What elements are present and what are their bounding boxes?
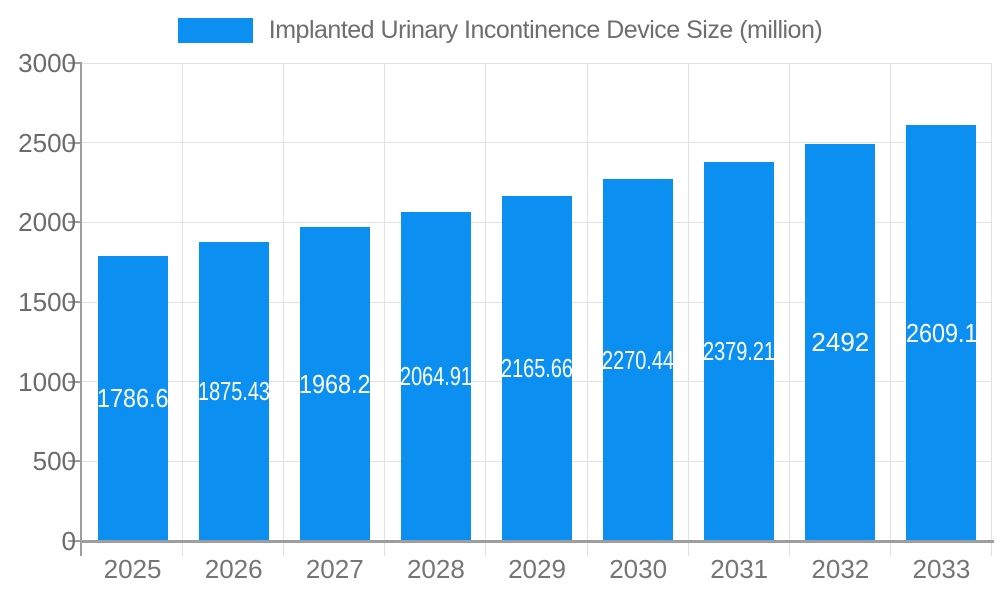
gridline-v [789,63,790,556]
bar-2033[interactable] [906,125,977,541]
x-axis-label: 2033 [912,554,971,584]
gridline-v [688,63,689,556]
legend-swatch-icon [177,18,253,43]
gridline-v [890,63,891,556]
y-axis-label: 1000 [18,366,76,397]
y-axis-label: 500 [32,446,76,477]
bar-2027[interactable] [299,227,370,541]
gridline-v [485,63,486,556]
plot-area: 1786.6 1875.43 1968.2 2064.91 2165.66 2270.44… [80,62,994,556]
y-axis-label: 2000 [18,207,76,238]
bar-2025[interactable] [97,256,168,541]
bar-2029[interactable] [502,195,572,541]
bar-2028[interactable] [400,211,471,541]
x-axis-label: 2027 [305,554,364,584]
legend: Implanted Urinary Incontinence Device Si… [0,16,1000,45]
y-axis-label: 1500 [18,287,76,317]
gridline-v [991,63,992,556]
gridline-v [283,63,284,556]
y-axis-line [80,63,82,556]
y-axis-label: 3000 [18,48,76,78]
gridline-v [384,63,385,556]
x-axis-label: 2032 [811,554,870,584]
y-axis-label: 2500 [18,127,76,158]
bar-2026[interactable] [198,242,269,541]
bar-2032[interactable] [805,143,876,541]
gridline-v [182,63,183,556]
x-axis-label: 2026 [204,554,263,584]
y-axis-label: 0 [61,526,76,556]
x-axis-label: 2028 [406,554,465,584]
legend-item[interactable]: Implanted Urinary Incontinence Device Si… [177,16,823,45]
bar-2031[interactable] [704,161,775,541]
gridline-h [82,62,992,64]
bar-2030[interactable] [603,179,674,541]
x-axis-label: 2029 [508,554,566,584]
x-axis-label: 2031 [710,554,769,584]
x-axis-label: 2030 [609,554,668,584]
gridline-v [587,63,588,556]
x-axis-line [80,540,994,543]
legend-label: Implanted Urinary Incontinence Device Si… [268,16,823,44]
x-axis-label: 2025 [103,554,162,584]
gridline-h [82,142,992,144]
